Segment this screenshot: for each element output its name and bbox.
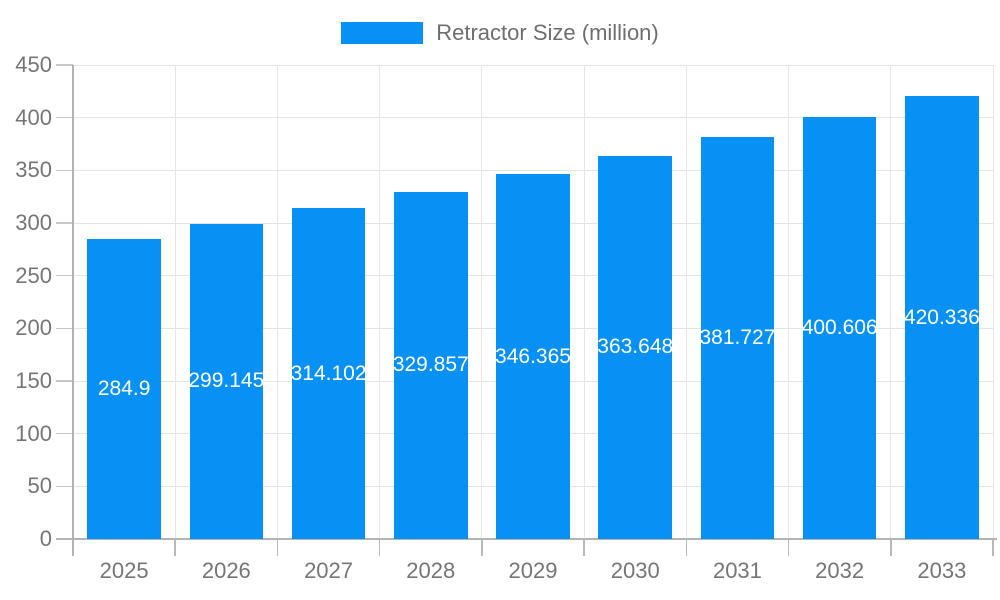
x-axis-tick [992,539,994,556]
legend-swatch [341,22,424,44]
horizontal-gridline [73,169,993,171]
y-axis-label: 400 [15,104,52,130]
x-axis-line [56,538,997,540]
y-axis-label: 0 [39,526,52,551]
y-axis-tick [56,485,73,488]
y-axis-label: 450 [15,52,52,77]
bar-value-label: 329.857 [394,353,468,377]
y-axis-tick [56,432,73,435]
y-axis-tick [56,116,73,119]
y-axis-label: 100 [15,420,52,446]
vertical-gridline [583,65,585,539]
x-axis-tick [276,539,279,556]
bar-value-label: 299.145 [189,369,264,393]
x-axis-tick [685,539,688,556]
x-axis-tick [890,539,892,556]
bar[interactable]: 284.9 [87,238,161,539]
vertical-gridline [685,65,687,539]
legend-label: Retractor Size (million) [436,20,659,45]
x-axis-tick [787,539,790,556]
x-axis-label: 2027 [304,558,354,583]
x-axis-label: 2025 [99,558,149,583]
vertical-gridline [276,65,278,539]
bar-value-label: 363.648 [598,335,672,359]
bar[interactable]: 314.102 [291,208,366,539]
x-axis-label: 2030 [610,558,660,583]
bar[interactable]: 400.606 [802,117,877,539]
y-axis-label: 300 [15,210,52,235]
legend[interactable]: Retractor Size (million) [0,20,1000,46]
x-axis-label: 2031 [712,558,762,583]
y-axis-label: 150 [15,368,52,393]
bar[interactable]: 381.727 [700,136,775,539]
y-axis-tick [56,380,73,382]
x-axis-label: 2029 [508,558,558,583]
x-axis-tick [583,539,585,556]
vertical-gridline [890,65,892,539]
y-axis-tick [56,169,73,172]
bar[interactable]: 363.648 [598,155,672,539]
y-axis-label: 350 [15,157,52,183]
bar-value-label: 381.727 [700,325,775,349]
horizontal-gridline [73,64,993,66]
y-axis-tick [56,64,73,66]
y-axis-tick [56,327,73,330]
x-axis-label: 2032 [815,558,865,583]
x-axis-label: 2026 [201,558,251,583]
y-axis-tick [56,222,73,224]
bar-value-label: 346.365 [496,344,570,368]
x-axis-tick [378,539,381,556]
bar[interactable]: 299.145 [189,223,264,539]
vertical-gridline [788,65,790,539]
x-axis-tick [481,539,483,556]
bar-value-label: 420.336 [905,305,979,329]
bar[interactable]: 346.365 [496,174,570,539]
bar-value-label: 284.9 [97,376,151,400]
bar[interactable]: 420.336 [905,96,979,539]
y-axis-line [72,65,74,556]
bar-value-label: 314.102 [291,361,366,385]
vertical-gridline [992,65,994,539]
vertical-gridline [174,65,176,539]
vertical-gridline [481,65,483,539]
horizontal-gridline [73,117,993,119]
x-axis-label: 2028 [406,558,456,583]
y-axis-label: 50 [27,473,52,499]
y-axis-label: 250 [15,262,52,288]
vertical-gridline [379,65,381,539]
bar[interactable]: 329.857 [394,191,468,539]
bar-value-label: 400.606 [802,316,877,339]
y-axis-label: 200 [15,315,52,341]
y-axis-tick [56,274,73,277]
x-axis-label: 2033 [917,558,967,583]
x-axis-tick [174,539,176,556]
